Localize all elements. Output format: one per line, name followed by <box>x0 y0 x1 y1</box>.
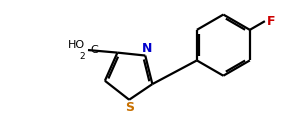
Text: HO: HO <box>68 40 85 50</box>
Text: 2: 2 <box>80 52 85 61</box>
Text: N: N <box>142 42 152 55</box>
Text: F: F <box>267 15 275 28</box>
Text: C: C <box>90 45 98 55</box>
Text: S: S <box>125 101 134 114</box>
